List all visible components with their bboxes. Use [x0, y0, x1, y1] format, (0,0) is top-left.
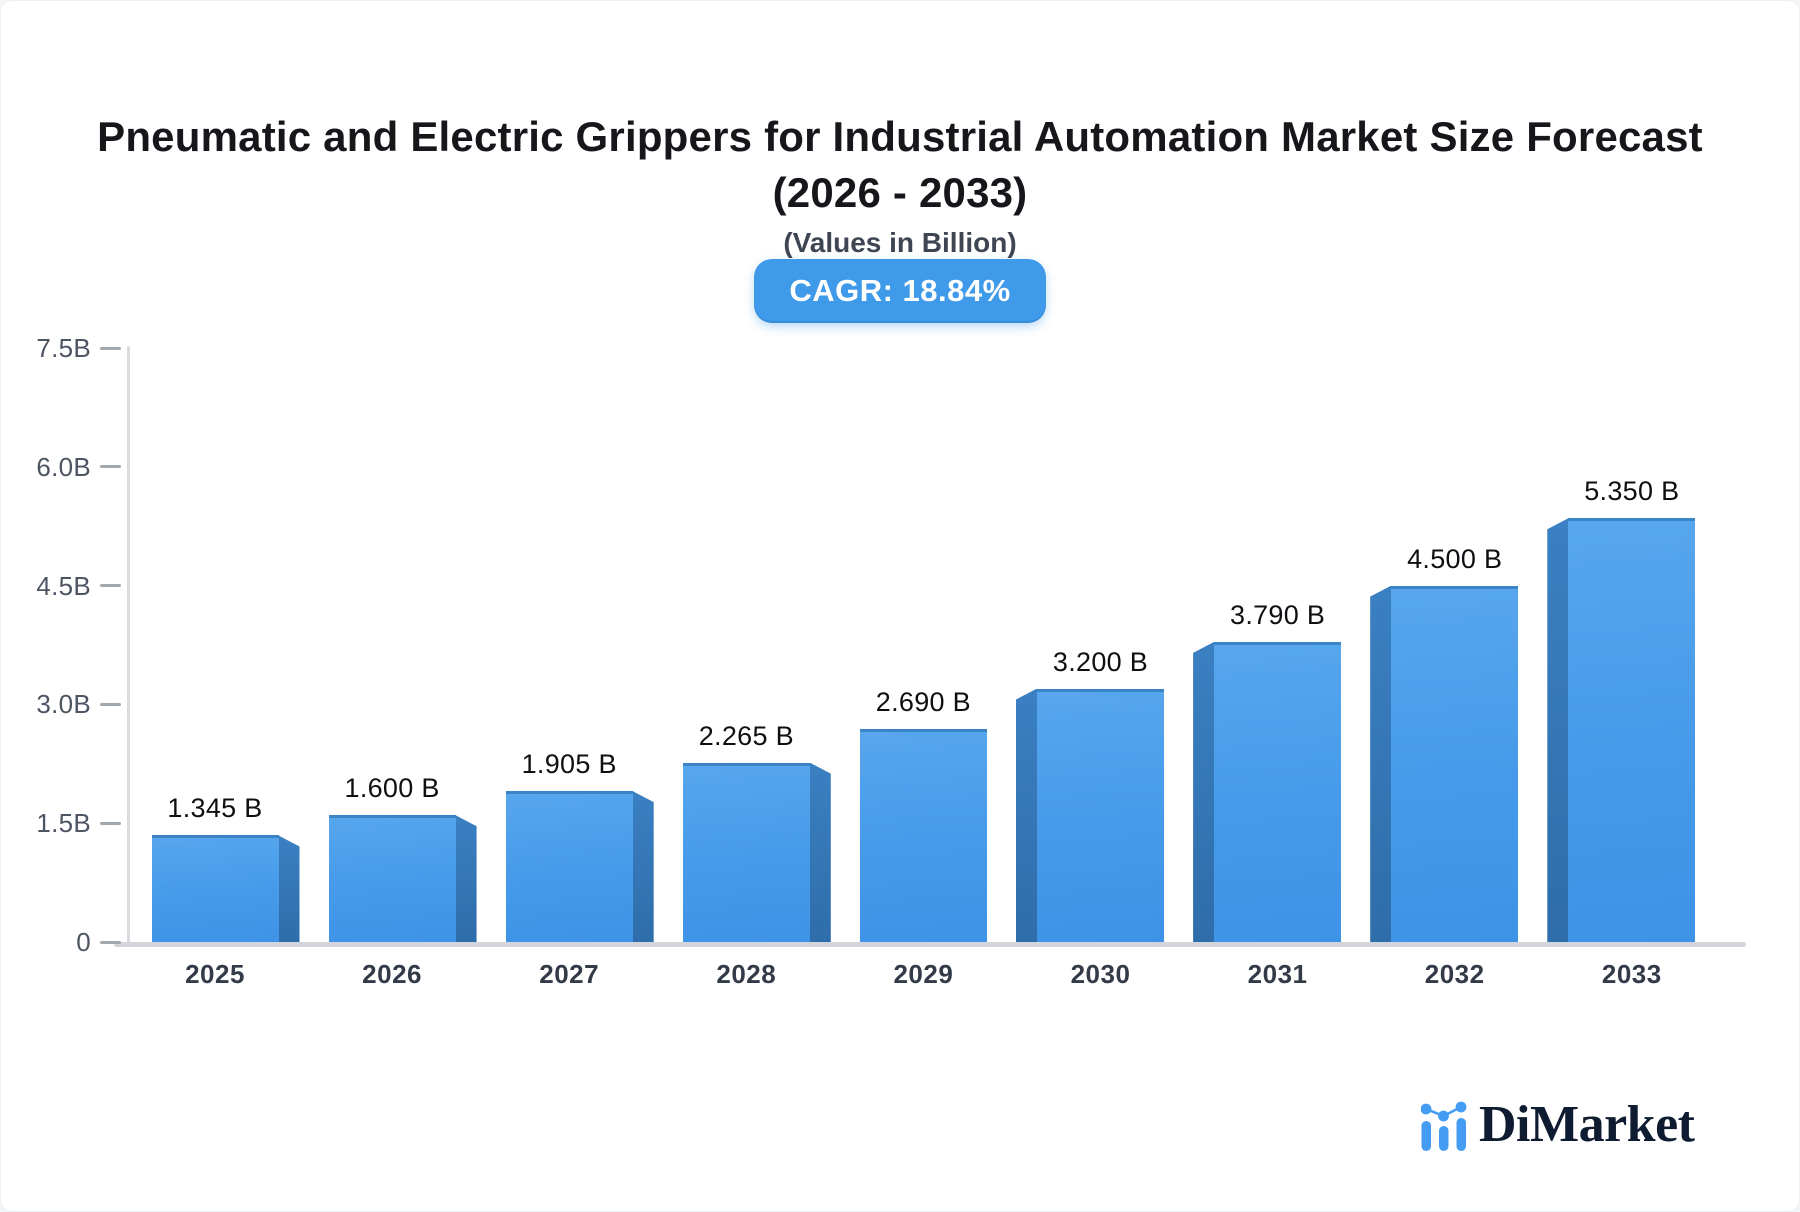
bar-2033 — [1568, 518, 1696, 942]
y-axis-tick-label: 6.0B — [36, 451, 91, 482]
bar-2026 — [328, 815, 456, 942]
dimarket-logo-icon — [1421, 1101, 1467, 1151]
bar-side-face-2031 — [1193, 641, 1215, 942]
x-axis-baseline — [114, 942, 1746, 947]
bar-value-label-2031: 3.790 B — [1230, 599, 1326, 630]
x-axis-label-2033: 2033 — [1601, 959, 1662, 989]
chart-subtitle: (Values in Billion) — [783, 227, 1017, 258]
bar-2025 — [151, 835, 279, 942]
x-axis-label-2030: 2030 — [1070, 959, 1131, 989]
y-axis-tick-dash — [100, 940, 121, 944]
bar-value-label-2032: 4.500 B — [1407, 543, 1503, 574]
dimarket-logo: DiMarket — [1421, 1095, 1695, 1153]
chart-title-line1: Pneumatic and Electric Grippers for Indu… — [97, 113, 1703, 160]
y-axis-tick-dash — [100, 346, 121, 350]
y-axis-tick-dash — [100, 821, 121, 825]
bar-value-label-2027: 1.905 B — [521, 749, 617, 780]
bar-value-label-2033: 5.350 B — [1584, 476, 1680, 507]
bar-value-label-2026: 1.600 B — [344, 773, 440, 804]
bar-value-label-2029: 2.690 B — [875, 686, 971, 717]
bar-2031 — [1214, 641, 1342, 942]
bar-2028 — [682, 762, 810, 942]
bar-side-face-2028 — [809, 762, 831, 942]
bar-value-label-2030: 3.200 B — [1052, 646, 1149, 677]
x-axis-label-2026: 2026 — [362, 959, 423, 989]
bar-side-face-2026 — [455, 815, 477, 942]
y-axis-tick-label: 7.5B — [36, 333, 91, 363]
bar-side-face-2025 — [278, 835, 300, 942]
bar-value-label-2025: 1.345 B — [167, 793, 263, 824]
y-axis-tick-dash — [100, 465, 121, 469]
x-axis-label-2031: 2031 — [1247, 959, 1308, 989]
bar-2027 — [505, 791, 633, 942]
y-axis-tick-label: 1.5B — [36, 808, 91, 839]
chart-title-line2: (2026 - 2033) — [772, 169, 1028, 216]
bar-2029 — [859, 728, 987, 942]
bar-side-face-2030 — [1016, 688, 1037, 942]
bar-side-face-2033 — [1547, 518, 1569, 942]
x-axis-label-2028: 2028 — [716, 959, 777, 989]
y-axis-tick-dash — [100, 702, 121, 706]
bar-2030 — [1037, 688, 1164, 942]
y-axis-tick-dash — [100, 584, 121, 588]
y-axis-line — [127, 346, 130, 945]
bar-side-face-2032 — [1370, 585, 1392, 942]
cagr-badge: CAGR: 18.84% — [754, 259, 1046, 323]
y-axis-tick-label: 3.0B — [36, 689, 91, 720]
x-axis-label-2029: 2029 — [893, 959, 954, 989]
bar-value-label-2028: 2.265 B — [698, 720, 794, 751]
dimarket-logo-text: DiMarket — [1479, 1096, 1695, 1153]
y-axis-tick-label: 0 — [76, 927, 91, 957]
bar-2032 — [1391, 585, 1519, 942]
x-axis-label-2025: 2025 — [185, 959, 245, 989]
x-axis-label-2032: 2032 — [1424, 959, 1485, 989]
bar-side-face-2027 — [632, 791, 654, 942]
x-axis-label-2027: 2027 — [539, 959, 600, 989]
y-axis-tick-label: 4.5B — [36, 570, 91, 601]
